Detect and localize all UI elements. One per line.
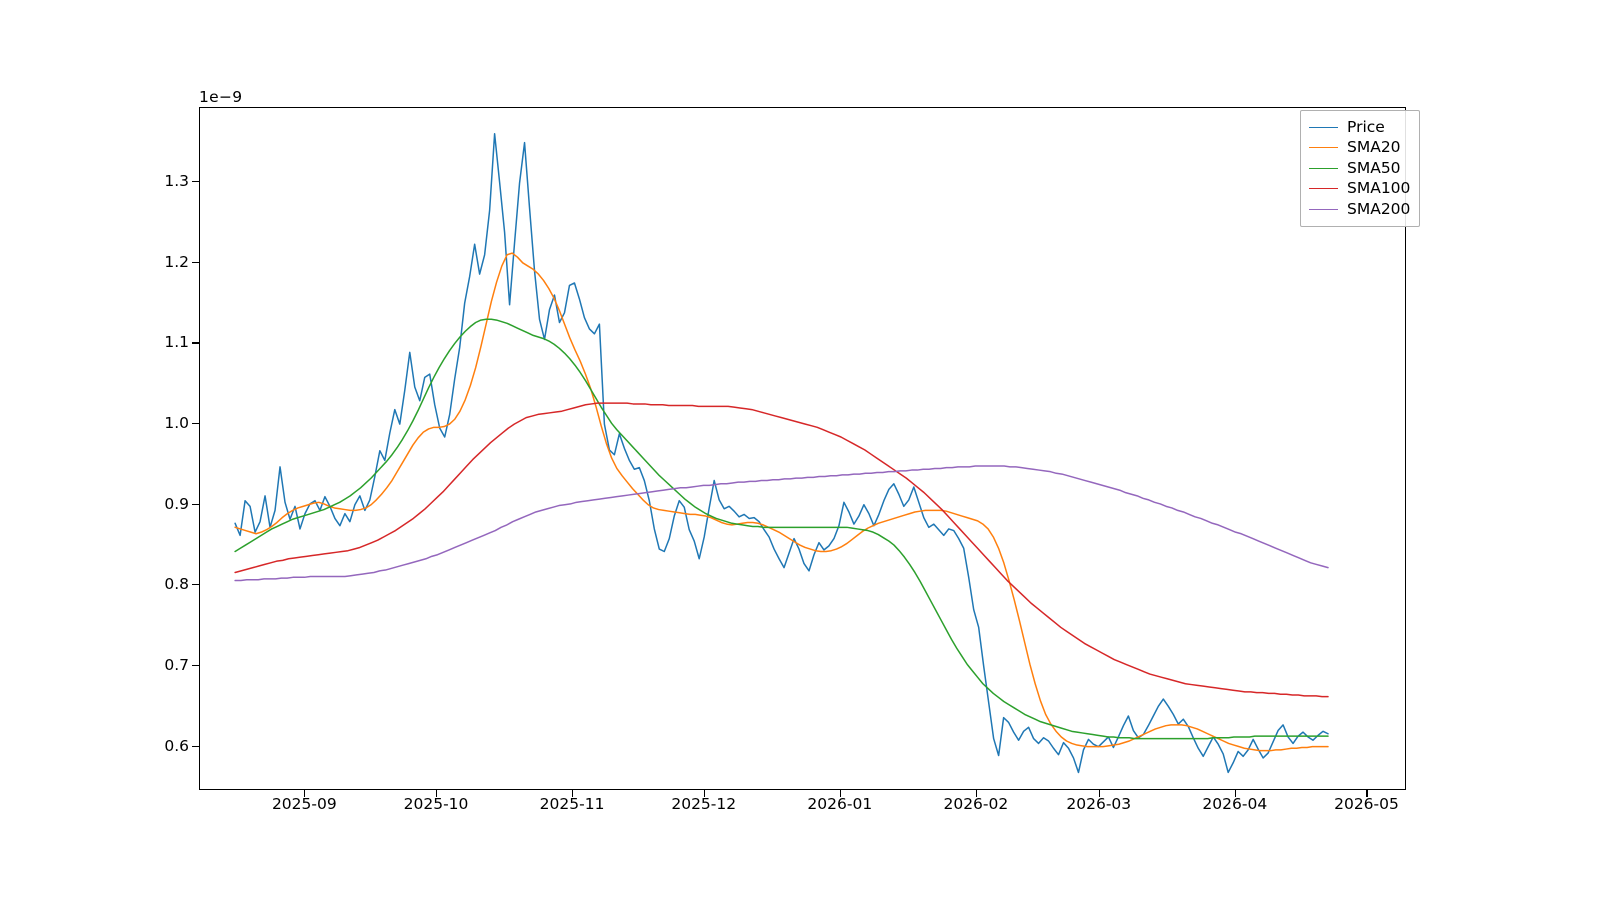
legend-swatch-icon bbox=[1309, 126, 1338, 128]
x-tick-label: 2026-02 bbox=[943, 795, 1009, 813]
legend-item-sma20[interactable]: SMA20 bbox=[1309, 138, 1410, 159]
legend-label: SMA50 bbox=[1347, 158, 1401, 177]
legend-swatch-icon bbox=[1309, 167, 1338, 169]
y-tick-mark bbox=[192, 503, 199, 505]
y-tick-mark bbox=[192, 584, 199, 586]
series-line bbox=[234, 133, 1329, 774]
legend-label: SMA100 bbox=[1347, 179, 1411, 197]
series-line bbox=[234, 318, 1329, 740]
legend-label: Price bbox=[1347, 117, 1385, 136]
series-line bbox=[234, 465, 1329, 582]
y-tick-label: 0.9 bbox=[164, 494, 189, 513]
y-tick-mark bbox=[192, 423, 199, 425]
plot-area bbox=[199, 107, 1406, 790]
y-tick-mark bbox=[192, 665, 199, 667]
legend-item-sma100[interactable]: SMA100 bbox=[1309, 179, 1410, 200]
series-lines bbox=[234, 133, 1329, 774]
x-tick-mark bbox=[572, 790, 574, 797]
x-tick-label: 2026-03 bbox=[1066, 795, 1132, 813]
x-tick-mark bbox=[1234, 790, 1236, 797]
y-tick-label: 1.1 bbox=[164, 333, 189, 352]
series-line bbox=[234, 402, 1329, 698]
legend-swatch-icon bbox=[1309, 188, 1338, 190]
legend-label: SMA200 bbox=[1347, 199, 1411, 218]
y-tick-mark bbox=[192, 342, 199, 344]
y-axis-offset-text: 1e−9 bbox=[199, 88, 243, 106]
x-tick-mark bbox=[1366, 790, 1368, 797]
y-tick-label: 0.7 bbox=[164, 656, 189, 674]
y-tick-mark bbox=[192, 261, 199, 263]
y-tick-mark bbox=[192, 181, 199, 183]
y-tick-label: 1.0 bbox=[164, 414, 189, 433]
legend-item-sma50[interactable]: SMA50 bbox=[1309, 158, 1410, 179]
x-tick-mark bbox=[436, 790, 438, 797]
y-tick-label: 1.3 bbox=[164, 172, 189, 191]
x-tick-label: 2026-05 bbox=[1334, 795, 1399, 813]
legend-item-sma200[interactable]: SMA200 bbox=[1309, 199, 1410, 220]
legend-item-price[interactable]: Price bbox=[1309, 117, 1410, 138]
x-tick-label: 2025-11 bbox=[539, 795, 605, 813]
x-tick-mark bbox=[703, 790, 705, 797]
x-tick-mark bbox=[304, 790, 306, 797]
x-tick-label: 2026-01 bbox=[807, 795, 873, 813]
legend-label: SMA20 bbox=[1347, 138, 1401, 156]
x-tick-label: 2025-10 bbox=[403, 795, 469, 813]
x-tick-label: 2026-04 bbox=[1202, 795, 1268, 813]
x-tick-mark bbox=[1098, 790, 1100, 797]
legend-swatch-icon bbox=[1309, 147, 1338, 149]
x-tick-mark bbox=[839, 790, 841, 797]
y-tick-label: 1.2 bbox=[164, 252, 189, 271]
series-line bbox=[234, 252, 1329, 752]
x-tick-mark bbox=[975, 790, 977, 797]
chart-legend[interactable]: Price SMA20 SMA50 SMA100 SMA200 bbox=[1300, 110, 1421, 227]
x-tick-label: 2025-12 bbox=[671, 795, 737, 813]
legend-swatch-icon bbox=[1309, 208, 1338, 210]
y-tick-label: 0.8 bbox=[164, 575, 189, 594]
x-tick-label: 2025-09 bbox=[271, 795, 337, 813]
y-tick-mark bbox=[192, 745, 199, 747]
y-tick-label: 0.6 bbox=[164, 736, 189, 755]
